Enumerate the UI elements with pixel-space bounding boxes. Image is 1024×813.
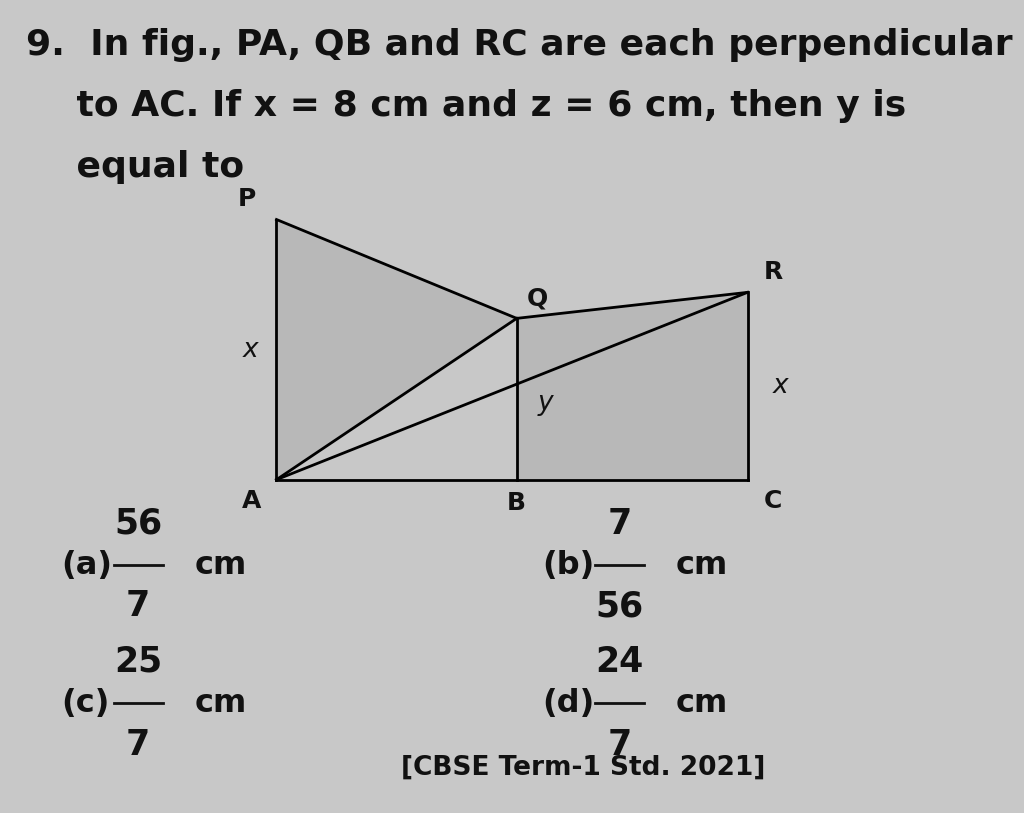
Text: (a): (a): [61, 550, 113, 580]
Text: cm: cm: [676, 688, 728, 719]
Text: 7: 7: [607, 506, 632, 541]
Text: 24: 24: [595, 645, 644, 679]
Text: (d): (d): [543, 688, 595, 719]
Text: x: x: [243, 337, 259, 363]
Text: 25: 25: [115, 645, 162, 679]
Text: Q: Q: [527, 286, 548, 311]
Polygon shape: [276, 220, 517, 480]
Polygon shape: [517, 293, 748, 480]
Text: C: C: [764, 489, 782, 514]
Text: cm: cm: [676, 550, 728, 580]
Text: 56: 56: [595, 589, 644, 624]
Text: equal to: equal to: [26, 150, 244, 185]
Text: (b): (b): [543, 550, 595, 580]
Text: cm: cm: [195, 688, 247, 719]
Text: x: x: [773, 373, 788, 399]
Text: y: y: [538, 390, 553, 416]
Text: 9.  In fig., PA, QB and RC are each perpendicular: 9. In fig., PA, QB and RC are each perpe…: [26, 28, 1013, 63]
Text: B: B: [507, 491, 526, 515]
Text: R: R: [764, 260, 783, 285]
Text: (c): (c): [61, 688, 110, 719]
Text: cm: cm: [195, 550, 247, 580]
Text: 7: 7: [607, 728, 632, 762]
Text: 56: 56: [114, 506, 163, 541]
Text: 7: 7: [126, 728, 151, 762]
Text: P: P: [238, 187, 256, 211]
Text: [CBSE Term-1 Std. 2021]: [CBSE Term-1 Std. 2021]: [401, 754, 766, 780]
Text: A: A: [242, 489, 261, 514]
Text: to AC. If x = 8 cm and z = 6 cm, then y is: to AC. If x = 8 cm and z = 6 cm, then y …: [26, 89, 906, 124]
Text: 7: 7: [126, 589, 151, 624]
